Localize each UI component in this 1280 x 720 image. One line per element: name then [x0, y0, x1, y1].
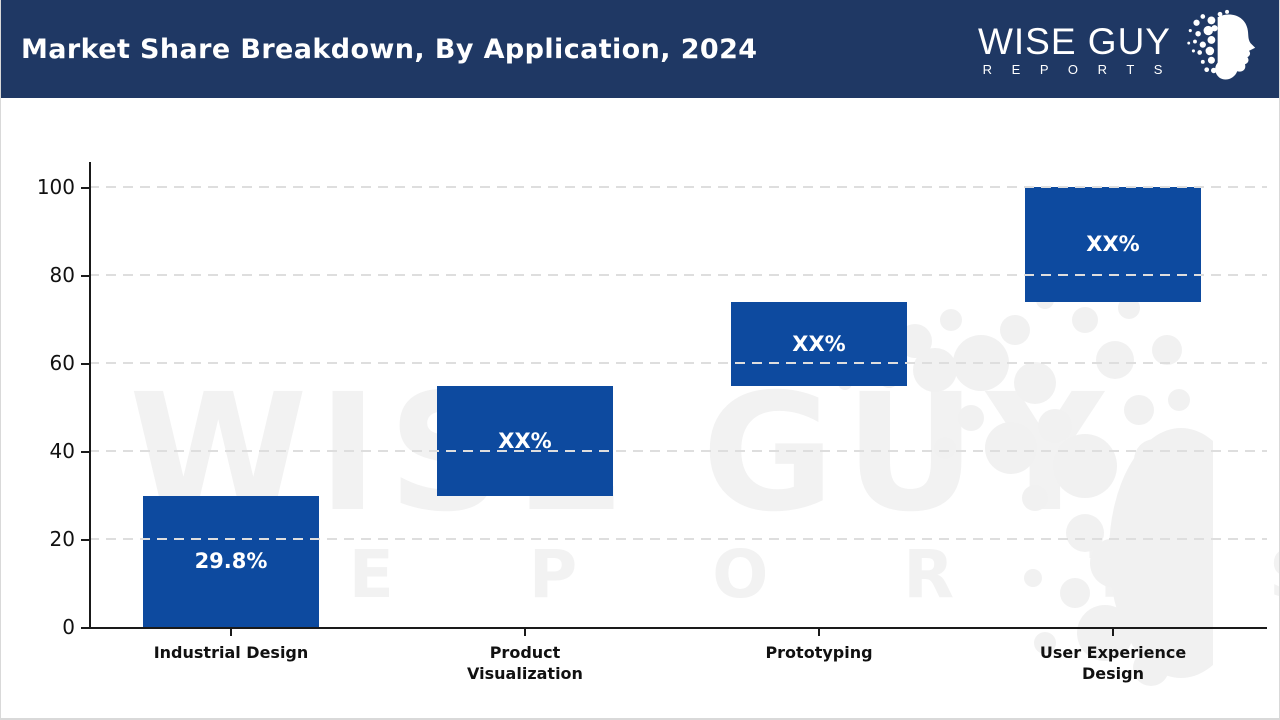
logo-subtitle: R E P O R T S: [982, 61, 1171, 77]
y-tick-mark: [81, 539, 89, 541]
y-tick-label: 20: [49, 527, 75, 551]
x-axis-line: [89, 627, 1267, 629]
bar: [1025, 187, 1201, 302]
x-category-label: Industrial Design: [153, 643, 309, 662]
bar-value-label: XX%: [792, 331, 846, 356]
bar: [143, 495, 319, 627]
gridline: [89, 450, 1267, 452]
x-category-label: User Experience Design: [1039, 643, 1187, 683]
x-tick-mark: [230, 629, 232, 636]
x-category-label: Prototyping: [765, 643, 873, 662]
x-tick-mark: [524, 629, 526, 636]
x-category-label: Product Visualization: [467, 643, 583, 683]
header-bar: Market Share Breakdown, By Application, …: [1, 0, 1279, 98]
bar: [437, 385, 613, 496]
x-tick-mark: [1112, 629, 1114, 636]
x-tick-mark: [818, 629, 820, 636]
chart-plot-area: WISE GUY R E P O R T S: [1, 98, 1279, 718]
y-tick-label: 60: [49, 351, 75, 375]
bar-value-label: XX%: [498, 428, 552, 453]
y-tick-label: 40: [49, 439, 75, 463]
gridline: [89, 538, 1267, 540]
wise-guy-logo: WISE GUY R E P O R T S: [978, 5, 1263, 93]
y-axis-line: [89, 162, 91, 629]
y-tick-label: 80: [49, 263, 75, 287]
y-tick-mark: [81, 187, 89, 189]
gridline: [89, 362, 1267, 364]
y-tick-mark: [81, 275, 89, 277]
gridline: [89, 186, 1267, 188]
logo-text: WISE GUY R E P O R T S: [978, 23, 1171, 76]
bar: [731, 301, 907, 386]
bar-value-label: 29.8%: [194, 549, 268, 574]
y-tick-mark: [81, 627, 89, 629]
y-tick-label: 0: [62, 615, 75, 639]
gridline: [89, 274, 1267, 276]
logo-head-icon: [1177, 5, 1263, 93]
y-tick-mark: [81, 363, 89, 365]
y-tick-mark: [81, 451, 89, 453]
bar-value-label: XX%: [1086, 232, 1140, 257]
y-tick-label: 100: [36, 175, 75, 199]
chart-title: Market Share Breakdown, By Application, …: [21, 33, 758, 65]
logo-wordmark: WISE GUY: [977, 20, 1171, 62]
